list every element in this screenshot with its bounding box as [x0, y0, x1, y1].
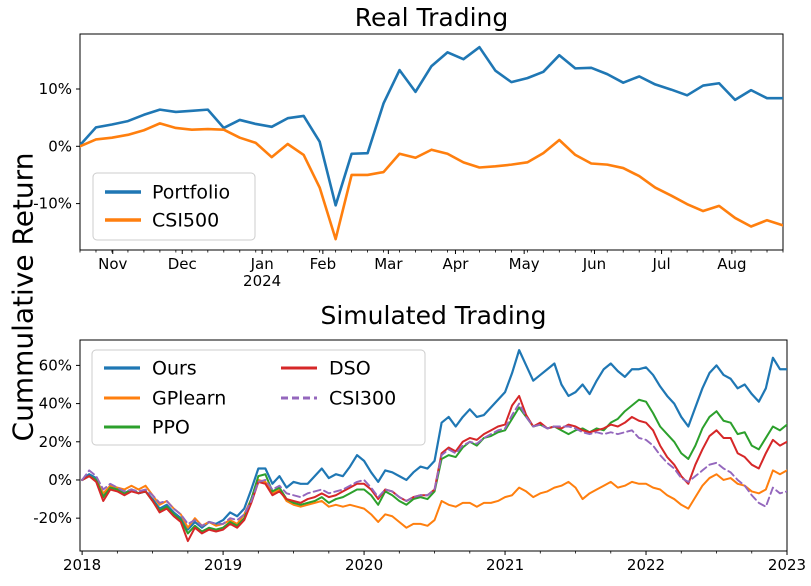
series-line-GPlearn — [81, 469, 787, 529]
series-line-CSI300 — [81, 402, 787, 527]
legend-label: DSO — [329, 358, 371, 380]
x-tick-label: 2020 — [345, 556, 383, 574]
legend-entry-CSI300: CSI300 — [281, 388, 396, 410]
legend-label: GPlearn — [152, 388, 226, 410]
legend-entry-CSI500: CSI500 — [105, 210, 219, 232]
legend-entry-Ours: Ours — [104, 358, 197, 380]
y-tick-label: 20% — [39, 433, 72, 451]
legend: Ours GPlearn PPO DSO CSI300 — [91, 349, 426, 446]
x-tick-label: Jun — [582, 255, 606, 273]
real-trading-title: Real Trading — [354, 3, 509, 32]
legend: Portfolio CSI500 — [92, 172, 256, 241]
x-tick-label: Jul — [652, 255, 671, 273]
simulated-trading-plot: 2018 2019 2020 2021 2022 2023 60% 40% 20% 0% -20% O… — [33, 339, 806, 574]
x-tick-label: Nov — [98, 255, 127, 273]
x-tick-label: Aug — [717, 255, 746, 273]
x-tick-label: Dec — [168, 255, 197, 273]
x-tick-label: 2019 — [204, 556, 242, 574]
legend-label: CSI500 — [152, 210, 219, 232]
y-tick-label: -10% — [33, 195, 72, 213]
legend-entry-GPlearn: GPlearn — [104, 388, 226, 410]
x-tick-label: 2021 — [486, 556, 524, 574]
y-tick-label: 60% — [39, 356, 72, 374]
legend-box — [92, 172, 256, 241]
legend-entry-PPO: PPO — [104, 417, 190, 439]
series-line-Portfolio — [80, 45, 783, 207]
legend-label: CSI300 — [329, 388, 396, 410]
y-tick-label: 10% — [39, 80, 72, 98]
x-tick-label: Apr — [442, 255, 469, 273]
x-tick-label: Mar — [374, 255, 403, 273]
x-tick-label: 2023 — [768, 556, 806, 574]
legend-label: PPO — [152, 417, 190, 439]
legend-entry-DSO: DSO — [281, 358, 371, 380]
y-tick-label: 40% — [39, 395, 72, 413]
series-line-Ours — [81, 349, 787, 531]
legend-label: Portfolio — [152, 182, 230, 204]
y-tick-label: -20% — [33, 509, 72, 527]
x-tick-label: 2022 — [627, 556, 665, 574]
y-axis: 60% 40% 20% 0% -20% — [33, 356, 80, 527]
x-axis: 2018 2019 2020 2021 2022 2023 — [63, 551, 806, 574]
y-axis: 10% 0% -10% — [33, 80, 80, 213]
y-tick-label: 0% — [48, 471, 72, 489]
legend-entry-Portfolio: Portfolio — [105, 182, 230, 204]
legend-box — [91, 349, 426, 446]
simulated-trading-title: Simulated Trading — [320, 301, 547, 330]
x-tick-label: May — [509, 255, 540, 273]
axes-frame — [79, 339, 788, 552]
y-tick-label: 0% — [48, 137, 72, 155]
x-tick-sublabel: 2024 — [243, 272, 281, 290]
series-line-PPO — [81, 398, 787, 535]
x-tick-label: Feb — [310, 255, 337, 273]
legend-label: Ours — [152, 358, 197, 380]
x-tick-label: Jan — [250, 255, 274, 273]
series-line-CSI500 — [80, 122, 783, 241]
x-tick-label: 2018 — [63, 556, 101, 574]
